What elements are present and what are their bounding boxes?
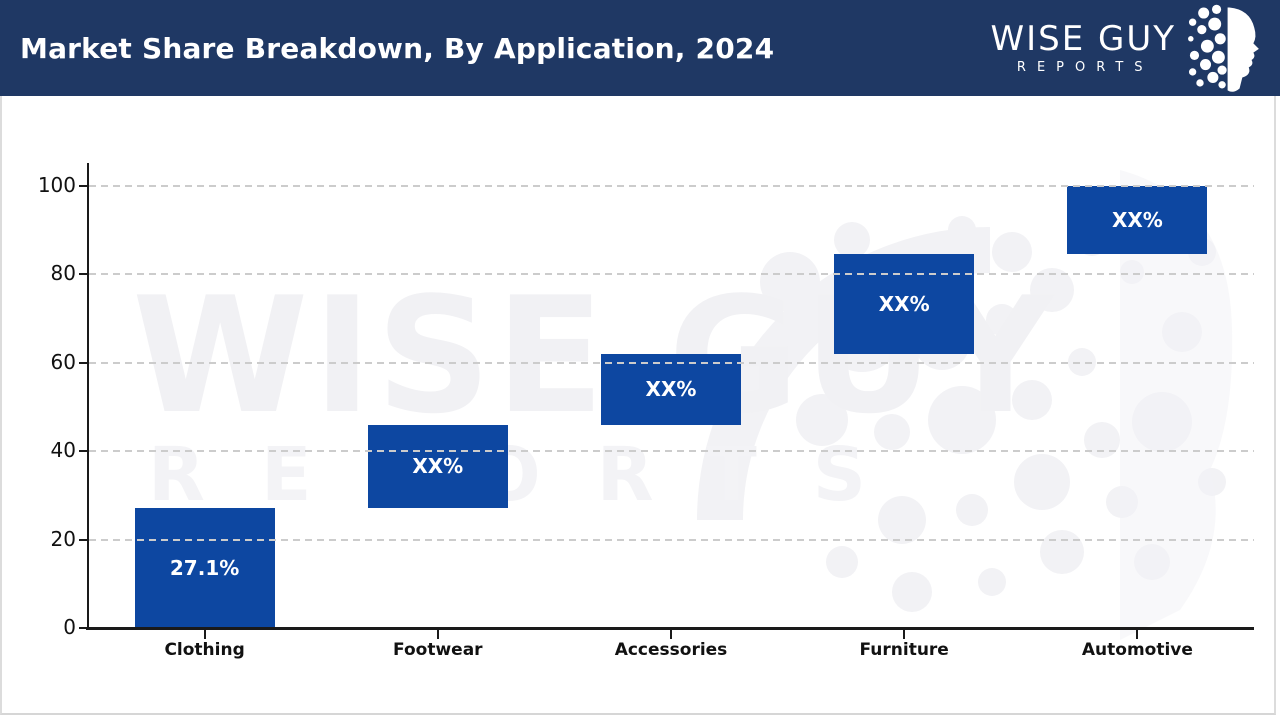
x-category-label: Clothing <box>164 640 245 660</box>
watermark-text-line2: REPORTS <box>148 432 923 518</box>
logo-text: WISE GUY REPORTS <box>990 22 1176 75</box>
y-tick-mark <box>79 185 88 187</box>
x-tick-mark <box>903 630 906 639</box>
x-category-label: Furniture <box>859 640 949 660</box>
y-tick-mark <box>79 361 88 364</box>
x-category-label: Footwear <box>393 640 483 660</box>
bar-segment: XX% <box>601 353 741 425</box>
y-tick-label: 60 <box>50 349 76 374</box>
bar-value-label: XX% <box>878 291 930 316</box>
x-tick-mark <box>1136 630 1139 639</box>
gridline <box>89 273 1254 276</box>
bar-value-label: XX% <box>645 377 697 402</box>
y-tick-mark <box>79 538 88 541</box>
y-tick-mark <box>79 627 88 629</box>
x-tick-mark <box>436 630 439 639</box>
logo-subtitle: REPORTS <box>1016 59 1154 75</box>
x-tick-mark <box>203 630 206 639</box>
page-title: Market Share Breakdown, By Application, … <box>20 31 775 65</box>
x-tick-mark <box>670 630 672 639</box>
logo-head-icon <box>1188 4 1259 92</box>
logo-wordmark: WISE GUY <box>990 18 1176 59</box>
y-tick-label: 40 <box>50 438 76 463</box>
x-category-label: Automotive <box>1081 640 1193 660</box>
bar-segment: XX% <box>1067 186 1208 254</box>
gridline <box>89 538 1254 541</box>
y-tick-label: 80 <box>50 261 76 286</box>
y-axis-line <box>87 163 89 629</box>
x-axis-line <box>86 627 1254 630</box>
y-tick-mark <box>79 450 88 453</box>
bar-value-label: XX% <box>1111 207 1163 232</box>
bar-segment: XX% <box>367 424 508 509</box>
y-tick-label: 20 <box>50 526 76 551</box>
title-bar: Market Share Breakdown, By Application, … <box>0 0 1280 96</box>
x-category-label: Accessories <box>614 640 728 660</box>
bar-value-label: 27.1% <box>169 556 240 581</box>
y-tick-label: 0 <box>63 615 76 639</box>
gridline <box>89 185 1254 187</box>
bar-segment: 27.1% <box>134 508 275 628</box>
y-tick-mark <box>79 273 88 276</box>
wise-guy-reports-logo: WISE GUY REPORTS <box>990 2 1280 94</box>
gridline <box>89 361 1254 364</box>
gridline <box>89 450 1254 453</box>
bar-segment: XX% <box>834 253 975 354</box>
y-tick-label: 100 <box>37 173 76 197</box>
bar-value-label: XX% <box>412 454 464 479</box>
